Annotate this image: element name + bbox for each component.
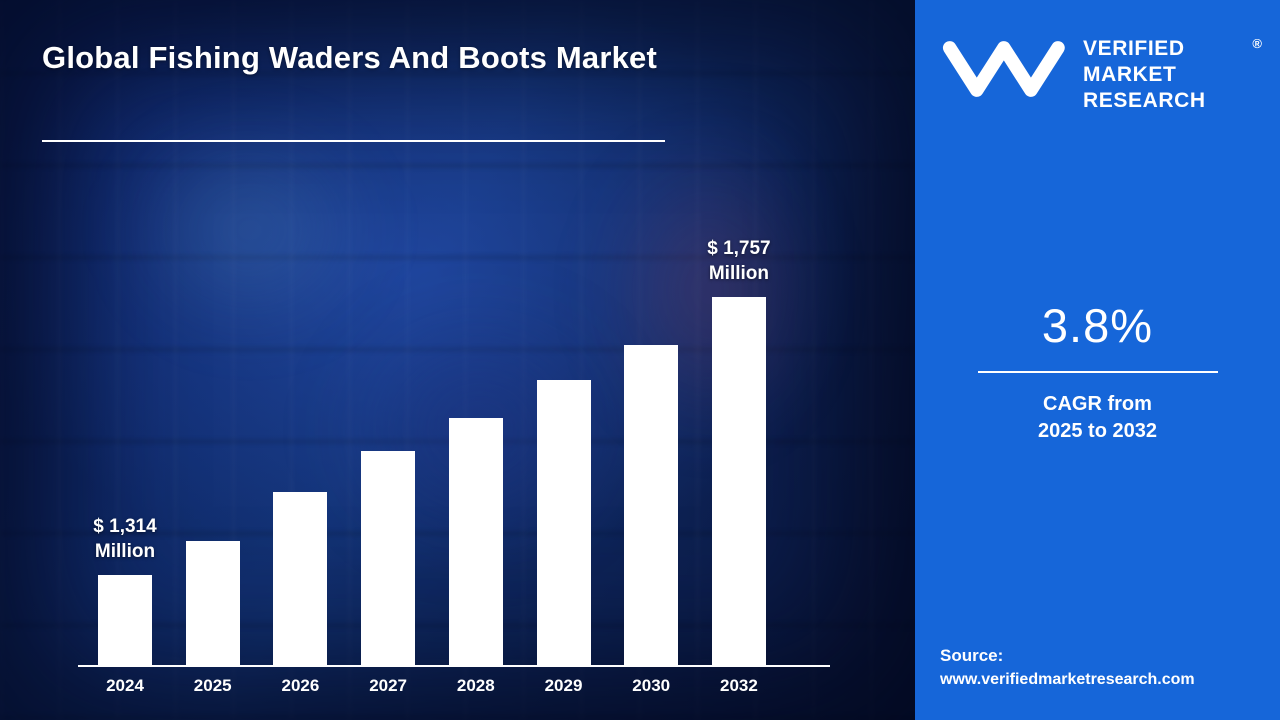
brand-name-line: MARKET [1083,63,1177,87]
bar [624,345,679,665]
x-tick-label: 2025 [193,676,232,695]
x-tick-label: 2032 [720,676,758,695]
bar-group: $ 1,314 Million $ 1,757 Million [78,225,830,667]
page-title: Global Fishing Waders And Boots Market [42,40,658,75]
vmr-monogram-icon [942,41,1065,97]
x-tick-label: 2028 [456,676,495,695]
bar-column: $ 1,757 Million [707,236,771,665]
x-tick-label: 2030 [632,676,671,695]
bar [273,492,328,665]
axis-labels: 2024 2025 2026 2027 2028 2029 2030 2032 [78,676,830,696]
x-tick-label: 2026 [281,676,320,695]
source-block: Source: www.verifiedmarketresearch.com [940,643,1195,693]
info-panel: VERIFIED MARKET RESEARCH ® 3.8% CAGR fro… [915,0,1280,720]
brand-logo: VERIFIED MARKET RESEARCH ® [937,36,1266,114]
bar-data-label: $ 1,314 Million [93,515,157,563]
bar-column [536,380,591,665]
brand-name: VERIFIED MARKET RESEARCH [1083,36,1206,114]
brand-name-line: RESEARCH [1083,89,1206,113]
bar-column [185,541,240,665]
bar-data-label: $ 1,757 Million [707,237,771,285]
title-underline [42,140,665,142]
bar-column: $ 1,314 Million [93,514,157,665]
bar [185,541,240,665]
bar-column [361,451,416,665]
cagr-caption-line: 2025 to 2032 [1038,420,1157,442]
bar-column [448,418,503,665]
cagr-divider [977,371,1218,373]
x-tick-label: 2024 [106,676,144,695]
bar [711,297,766,665]
cagr-value: 3.8% [1041,299,1154,352]
bar [536,380,591,665]
chart-section: Global Fishing Waders And Boots Market $… [0,0,915,720]
bar [448,418,503,665]
bar-chart: $ 1,314 Million $ 1,757 Million 2024 2025 202… [78,225,830,696]
x-tick-label: 2029 [544,676,583,695]
bar [98,575,152,665]
registered-trademark: ® [1252,36,1262,51]
bar-column [273,492,328,665]
source-label: Source: [940,645,1004,665]
cagr-block: 3.8% CAGR from 2025 to 2032 [915,298,1280,445]
cagr-caption: CAGR from 2025 to 2032 [915,391,1280,445]
brand-name-line: VERIFIED [1083,37,1185,60]
cagr-caption-line: CAGR from [1043,393,1152,415]
bar-column [624,345,679,665]
bar [361,451,416,665]
source-url[interactable]: www.verifiedmarketresearch.com [940,671,1195,688]
x-tick-label: 2027 [369,676,408,695]
